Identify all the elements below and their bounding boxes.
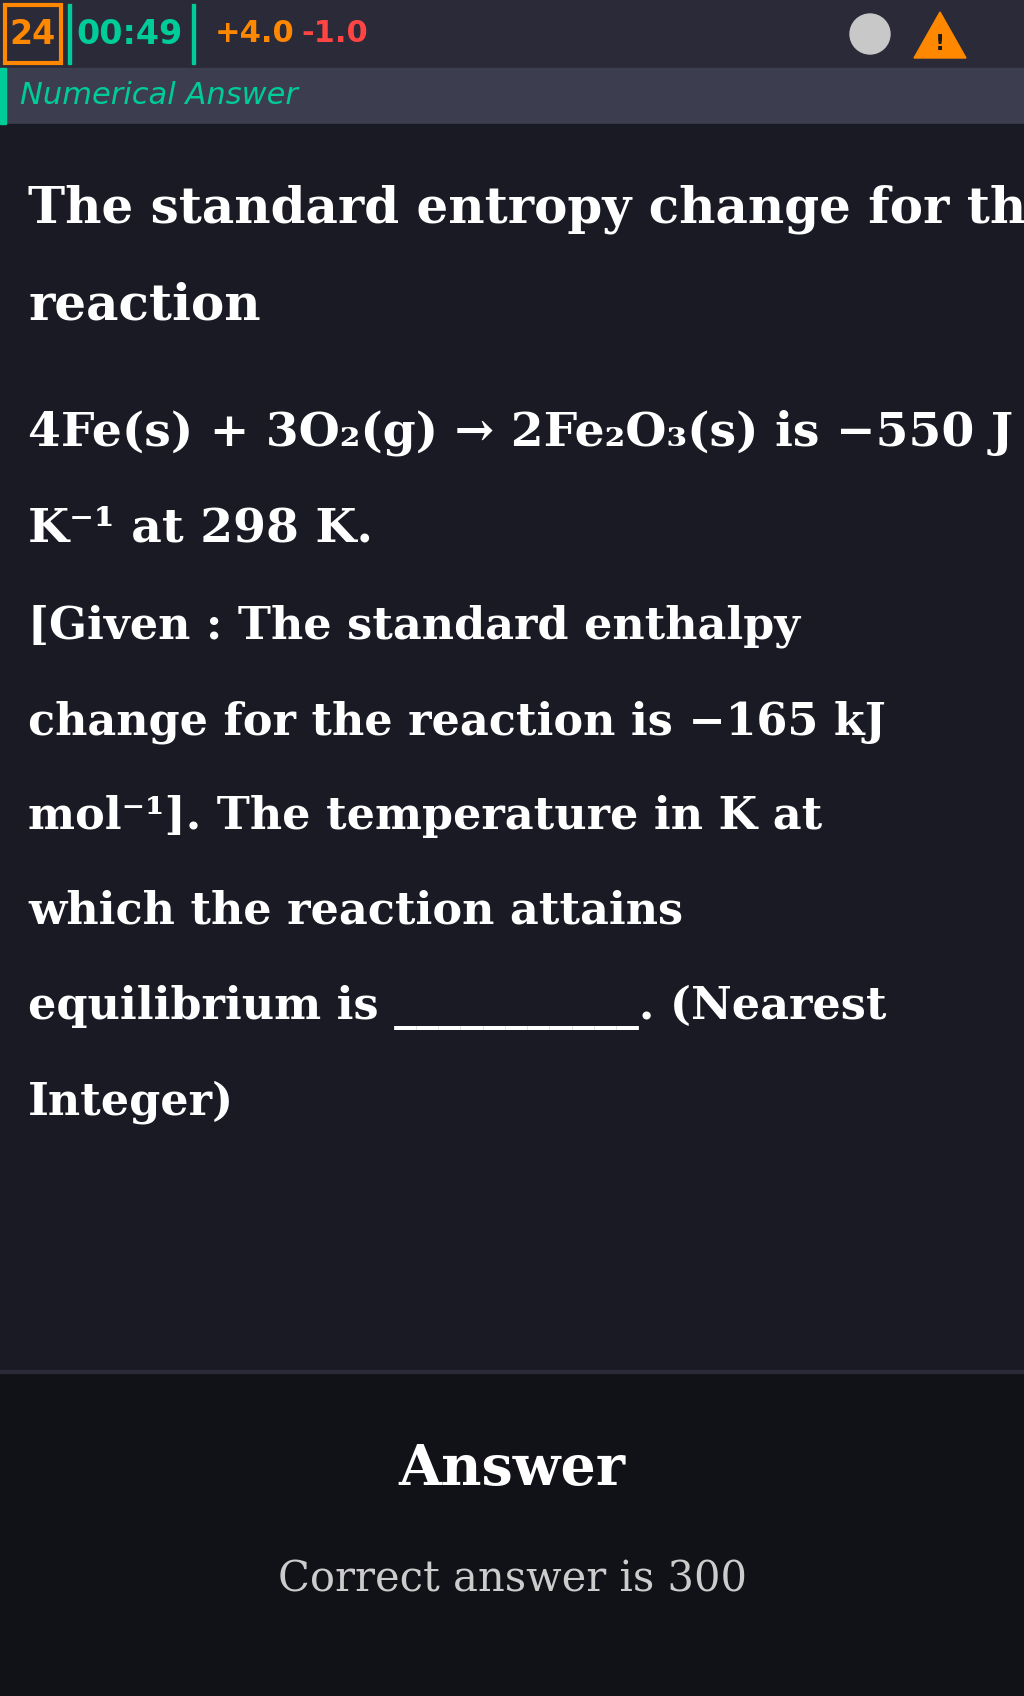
Text: K⁻¹ at 298 K.: K⁻¹ at 298 K.: [28, 505, 373, 551]
Text: The standard entropy change for the: The standard entropy change for the: [28, 183, 1024, 234]
Text: -1.0: -1.0: [302, 19, 369, 49]
Bar: [0, 68, 1024, 124]
Text: Integer): Integer): [28, 1080, 234, 1124]
Text: Numerical Answer: Numerical Answer: [20, 81, 298, 110]
Text: equilibrium is ___________. (Nearest: equilibrium is ___________. (Nearest: [28, 985, 887, 1029]
Text: [Given : The standard enthalpy: [Given : The standard enthalpy: [28, 605, 800, 648]
Bar: [5, 5, 61, 63]
Text: +4.0: +4.0: [215, 19, 295, 49]
Bar: [0, 1370, 1024, 1696]
Bar: [0, 68, 6, 124]
Bar: [193, 3, 195, 64]
Text: 24: 24: [10, 17, 56, 51]
Text: Answer: Answer: [398, 1443, 626, 1498]
Polygon shape: [914, 12, 966, 58]
Bar: [0, 124, 1024, 1360]
Text: 00:49: 00:49: [77, 17, 183, 51]
Text: which the reaction attains: which the reaction attains: [28, 890, 683, 933]
Text: reaction: reaction: [28, 282, 261, 331]
Bar: [0, 0, 1024, 68]
Bar: [0, 1370, 1024, 1374]
Text: !: !: [935, 34, 945, 54]
Text: 4Fe(s) + 3O₂(g) → 2Fe₂O₃(s) is −550 J: 4Fe(s) + 3O₂(g) → 2Fe₂O₃(s) is −550 J: [28, 410, 1013, 456]
Text: mol⁻¹]. The temperature in K at: mol⁻¹]. The temperature in K at: [28, 795, 822, 838]
Text: change for the reaction is −165 kJ: change for the reaction is −165 kJ: [28, 700, 886, 743]
Text: Correct answer is 300: Correct answer is 300: [278, 1559, 746, 1601]
Bar: [68, 3, 71, 64]
Circle shape: [850, 14, 890, 54]
